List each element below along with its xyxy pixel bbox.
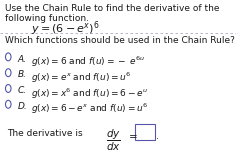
Text: $g(x) = e^x$ and $f(u) = u^6$: $g(x) = e^x$ and $f(u) = u^6$ [31,70,131,85]
Text: $y = \left(6 - e^x\right)^6$: $y = \left(6 - e^x\right)^6$ [31,20,99,38]
Text: Which functions should be used in the Chain Rule?: Which functions should be used in the Ch… [5,36,235,45]
Text: D.: D. [18,102,27,111]
Text: $g(x) = x^6$ and $f(u) = 6 - e^u$: $g(x) = x^6$ and $f(u) = 6 - e^u$ [31,86,148,100]
Text: B.: B. [18,70,27,79]
Text: C.: C. [18,86,27,95]
Text: $\dfrac{dy}{dx}$: $\dfrac{dy}{dx}$ [106,128,121,153]
FancyBboxPatch shape [135,124,155,140]
Text: The derivative is: The derivative is [7,129,83,138]
Text: =: = [129,132,137,142]
Text: Use the Chain Rule to find the derivative of the following function.: Use the Chain Rule to find the derivativ… [5,4,219,23]
Text: .: . [156,132,159,141]
Text: A.: A. [18,55,27,64]
Text: $g(x) = 6$ and $f(u) = -\ e^{6u}$: $g(x) = 6$ and $f(u) = -\ e^{6u}$ [31,55,145,69]
Text: $g(x) = 6 - e^x$ and $f(u) = u^6$: $g(x) = 6 - e^x$ and $f(u) = u^6$ [31,102,148,116]
